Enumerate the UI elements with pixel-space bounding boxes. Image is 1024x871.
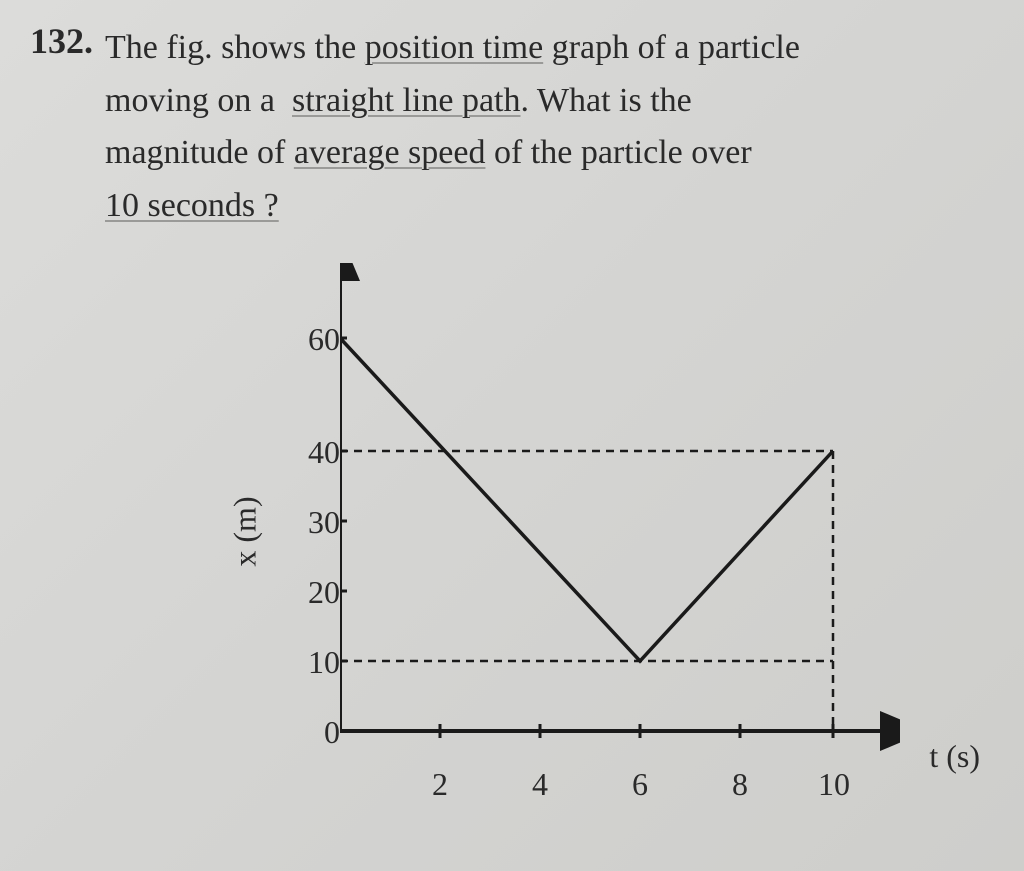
y-tick-30: 30	[290, 504, 340, 541]
y-tick-0: 0	[290, 714, 340, 751]
question-line-3: magnitude of average speed of the partic…	[105, 134, 752, 171]
question-line-4: 10 seconds ?	[105, 187, 279, 224]
data-line	[340, 338, 833, 661]
page: 132. The fig. shows the position time gr…	[0, 0, 1024, 871]
position-time-chart: x (m) t (s) 60 40 30 20 10 0 2 4 6 8 10	[260, 263, 920, 823]
y-tick-10: 10	[290, 644, 340, 681]
y-axis-label: x (m)	[227, 496, 264, 566]
chart-svg	[340, 263, 900, 823]
question-text: The fig. shows the position time graph o…	[105, 20, 800, 233]
y-tick-40: 40	[290, 434, 340, 471]
question-line-2: moving on a straight line path. What is …	[105, 82, 692, 119]
y-tick-60: 60	[290, 321, 340, 358]
question-line-1: The fig. shows the position time graph o…	[105, 29, 800, 66]
question-number: 132.	[30, 20, 93, 62]
x-axis-label: t (s)	[929, 738, 980, 775]
y-tick-20: 20	[290, 574, 340, 611]
question-block: 132. The fig. shows the position time gr…	[30, 20, 974, 233]
